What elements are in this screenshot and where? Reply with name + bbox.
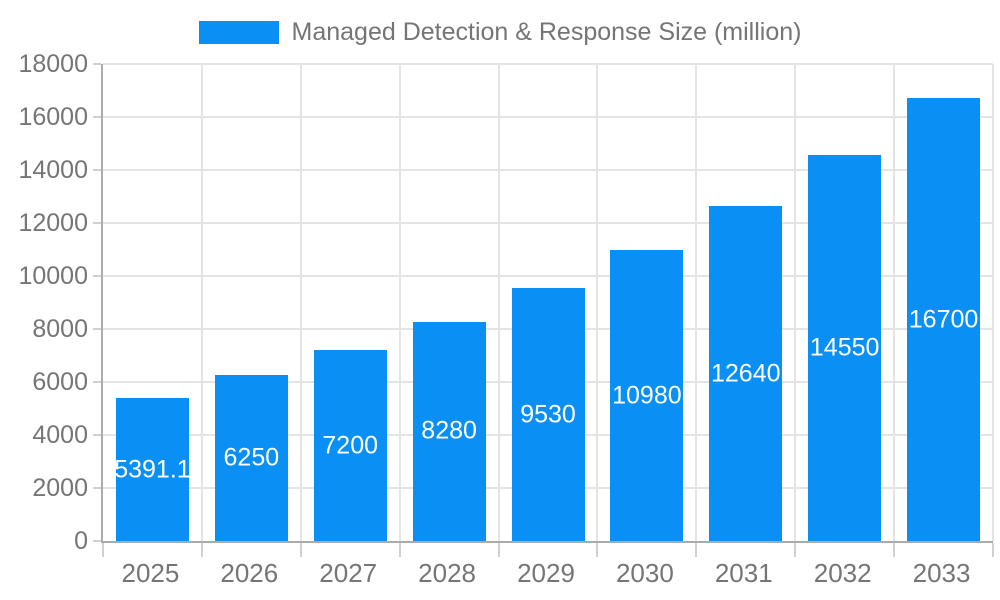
bar-value-label: 8280 [421, 416, 477, 445]
x-tick [992, 543, 994, 557]
x-tick-label: 2028 [418, 558, 477, 588]
x-tick-label: 2029 [517, 558, 575, 588]
legend-label: Managed Detection & Response Size (milli… [291, 17, 802, 46]
x-tick [893, 543, 896, 557]
x-tick [102, 543, 104, 557]
x-tick [200, 543, 203, 557]
v-gridline [596, 64, 599, 541]
bar-value-label: 6250 [223, 443, 280, 472]
y-tick [93, 328, 101, 330]
bar-value-label: 16700 [908, 305, 979, 334]
y-tick-label: 6000 [32, 368, 88, 396]
x-axis: 2025 2026 2027 2028 2029 2030 2031 2032 2033 [101, 558, 991, 590]
bar-value-label: 14550 [809, 333, 880, 362]
h-gridline [103, 222, 993, 224]
x-tick-label: 2033 [912, 558, 971, 588]
bar[interactable]: 5391.1 [114, 398, 191, 541]
plot-area: 5391.1 6250 7200 8280 9530 10980 12640 14550 167… [93, 63, 994, 557]
v-gridline [497, 64, 500, 541]
y-tick-label: 18000 [18, 50, 88, 78]
bar-value-label: 5391.1 [114, 455, 191, 484]
bar[interactable]: 16700 [907, 98, 981, 541]
x-tick-label: 2030 [615, 558, 674, 588]
y-tick-label: 8000 [32, 315, 88, 343]
y-tick [93, 222, 101, 224]
y-tick [93, 381, 101, 383]
v-gridline [794, 64, 797, 541]
bar[interactable]: 10980 [610, 250, 684, 541]
v-gridline [893, 64, 896, 541]
y-tick [93, 487, 101, 489]
y-tick-label: 2000 [32, 474, 88, 502]
y-tick [93, 169, 101, 171]
x-tick [497, 543, 500, 557]
y-tick-label: 0 [74, 527, 88, 555]
y-tick-label: 14000 [18, 156, 88, 184]
bar[interactable]: 8280 [412, 321, 486, 541]
y-tick-label: 10000 [18, 262, 88, 290]
y-tick [93, 116, 101, 118]
x-tick [794, 543, 797, 557]
y-axis: 0 2000 4000 6000 8000 10000 12000 14000 16000 180… [0, 0, 88, 600]
x-tick [398, 543, 401, 557]
bar-value-label: 9530 [520, 400, 576, 429]
bar-value-label: 7200 [322, 431, 379, 460]
y-tick [93, 275, 101, 277]
x-tick [299, 543, 302, 557]
x-tick-label: 2027 [319, 558, 378, 588]
h-gridline [103, 169, 993, 171]
x-tick-label: 2026 [220, 558, 279, 588]
y-tick-label: 16000 [18, 103, 88, 131]
legend[interactable]: Managed Detection & Response Size (milli… [0, 18, 1000, 46]
h-gridline [103, 63, 993, 65]
legend-swatch-icon [198, 20, 279, 44]
h-gridline [103, 116, 993, 118]
v-gridline [200, 64, 203, 541]
y-tick [93, 540, 101, 542]
x-tick-label: 2031 [714, 558, 773, 588]
v-gridline [398, 64, 401, 541]
v-gridline [299, 64, 302, 541]
x-tick-label: 2032 [813, 558, 872, 588]
y-tick-label: 4000 [32, 421, 88, 449]
bar[interactable]: 6250 [214, 375, 288, 541]
bar-value-label: 12640 [711, 359, 781, 388]
y-tick [93, 434, 101, 436]
bar[interactable]: 9530 [511, 288, 585, 541]
x-tick [695, 543, 698, 557]
v-gridline [695, 64, 698, 541]
bar-value-label: 10980 [612, 381, 682, 410]
bar[interactable]: 12640 [709, 206, 783, 541]
bar[interactable]: 14550 [808, 155, 882, 541]
h-gridline [103, 275, 993, 277]
x-tick-label: 2025 [121, 558, 180, 588]
bar[interactable]: 7200 [313, 350, 387, 541]
v-gridline [992, 64, 994, 541]
x-tick [596, 543, 599, 557]
y-tick [93, 63, 101, 65]
y-tick-label: 12000 [18, 209, 88, 237]
